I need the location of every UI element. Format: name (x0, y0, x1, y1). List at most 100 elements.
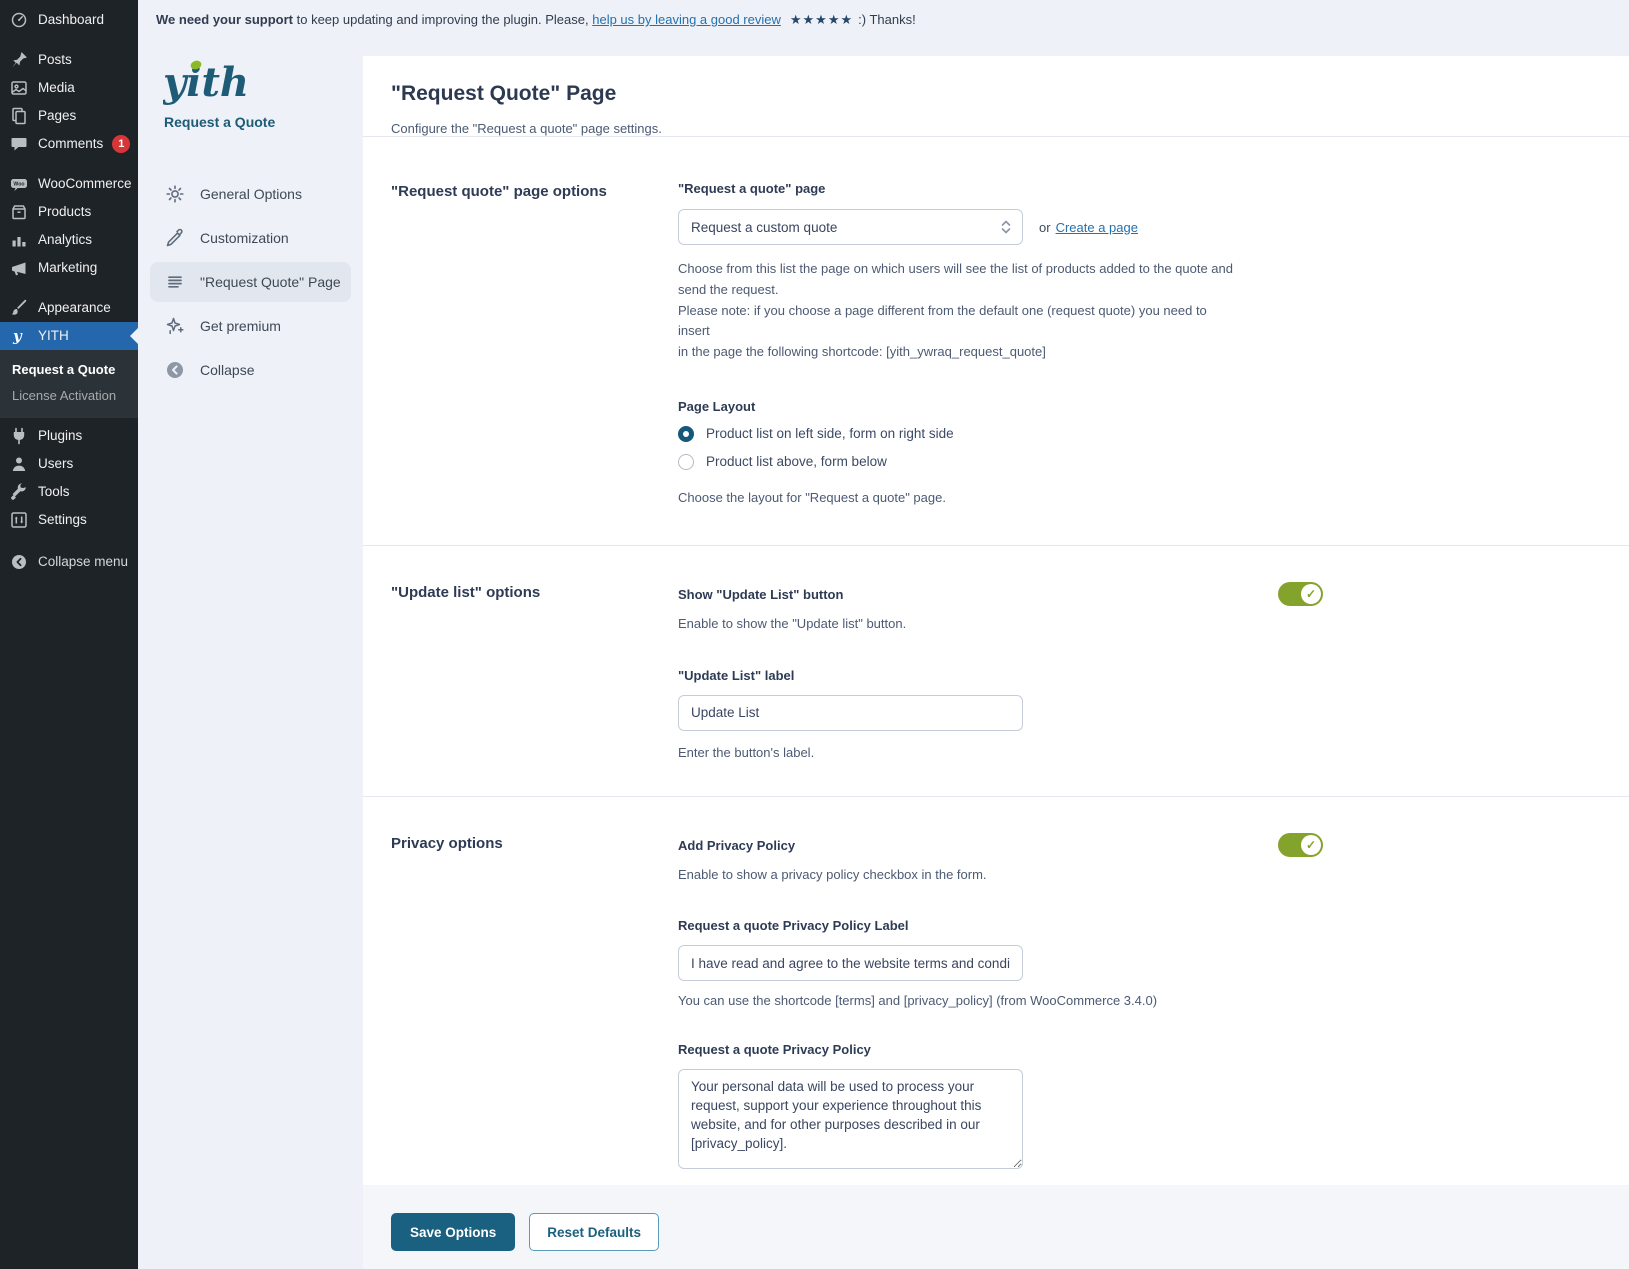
page-select-help-3: in the page the following shortcode: [yi… (678, 344, 1046, 360)
section-label: "Request quote" page options (391, 183, 607, 200)
svg-text:yith: yith (163, 59, 249, 106)
svg-text:Woo: Woo (13, 182, 24, 188)
sidebar-item-label: Analytics (38, 232, 93, 247)
request-quote-page-field-label: "Request a quote" page (678, 181, 826, 196)
page-select-help-2: Please note: if you choose a page differ… (678, 302, 1207, 339)
sidebar-item-woocommerce[interactable]: Woo WooCommerce (0, 170, 138, 198)
svg-text:y: y (12, 327, 23, 345)
media-icon (9, 78, 29, 98)
sidebar-item-label: YITH (38, 328, 69, 343)
toggle-check-icon: ✓ (1301, 835, 1321, 856)
sidebar-item-label: Plugins (38, 428, 83, 443)
sidebar-item-label: Tools (38, 484, 70, 499)
privacy-policy-label-input[interactable] (678, 945, 1023, 982)
notice-body-text: to keep updating and improving the plugi… (296, 12, 589, 27)
sidebar-item-plugins[interactable]: Plugins (0, 422, 138, 450)
five-stars: ★★★★★ (789, 12, 854, 27)
woocommerce-icon: Woo (9, 174, 29, 194)
sidebar-item-settings[interactable]: Settings (0, 506, 138, 534)
comments-count-badge: 1 (112, 135, 131, 153)
section-label: "Update list" options (391, 583, 541, 601)
update-list-label-input[interactable] (678, 694, 1023, 731)
product-box-icon (9, 202, 29, 222)
tab-customization[interactable]: Customization (150, 218, 351, 258)
radio-unselected[interactable] (678, 453, 694, 470)
sidebar-item-label: Appearance (38, 300, 111, 315)
layout-help: Choose the layout for "Request a quote" … (678, 489, 946, 505)
sidebar-item-label: Settings (38, 512, 87, 527)
bar-chart-icon (9, 230, 29, 250)
submenu-item-request-a-quote[interactable]: Request a Quote (12, 362, 116, 377)
yith-submenu: Request a Quote License Activation (0, 350, 138, 418)
page-subtitle: Configure the "Request a quote" page set… (391, 121, 662, 136)
tab-general-options[interactable]: General Options (150, 174, 351, 214)
user-icon (9, 454, 29, 474)
shortcode-help-1: You can use the shortcode [terms] and [p… (678, 993, 1158, 1009)
sidebar-item-marketing[interactable]: Marketing (0, 254, 138, 282)
sidebar-item-media[interactable]: Media (0, 74, 138, 102)
update-list-label-help: Enter the button's label. (678, 744, 815, 760)
wp-admin-sidebar: Dashboard Posts Media Pages Comments 1 W… (0, 0, 138, 1269)
save-options-button[interactable]: Save Options (391, 1213, 516, 1251)
add-privacy-policy-label: Add Privacy Policy (678, 838, 796, 854)
wrench-icon (9, 482, 29, 502)
page-layout-label: Page Layout (678, 398, 756, 414)
collapse-panel-button[interactable]: Collapse (150, 350, 351, 390)
leave-review-link[interactable]: help us by leaving a good review (592, 12, 781, 27)
select-value: Request a custom quote (691, 219, 838, 235)
reset-defaults-button[interactable]: Reset Defaults (529, 1213, 660, 1251)
plug-icon (9, 426, 29, 446)
sidebar-item-dashboard[interactable]: Dashboard (0, 6, 138, 34)
layout-option-left-right[interactable]: Product list on left side, form on right… (678, 425, 1323, 442)
notice-text: We need your support to keep updating an… (156, 12, 916, 28)
collapse-arrow-icon (9, 552, 29, 572)
collapse-circle-icon (164, 359, 186, 381)
request-quote-page-select[interactable]: Request a custom quote (678, 209, 1023, 245)
tab-request-quote-page[interactable]: "Request Quote" Page (150, 262, 351, 302)
submenu-item-license-activation[interactable]: License Activation (12, 388, 117, 403)
eyedropper-icon (164, 227, 186, 249)
create-a-page-link[interactable]: Create a page (1055, 219, 1138, 235)
settings-panel: "Request Quote" Page Configure the "Requ… (363, 56, 1629, 1185)
list-lines-icon (164, 271, 186, 293)
plugin-title: Request a Quote (164, 114, 276, 130)
request-page-options-section: "Request quote" page options "Request a … (363, 181, 1629, 509)
sidebar-item-label: Users (38, 456, 74, 471)
sidebar-item-comments[interactable]: Comments 1 (0, 130, 138, 158)
sidebar-item-analytics[interactable]: Analytics (0, 226, 138, 254)
add-privacy-policy-toggle[interactable]: ✓ (1278, 833, 1323, 858)
privacy-policy-textarea[interactable]: Your personal data will be used to proce… (678, 1068, 1023, 1169)
collapse-menu-button[interactable]: Collapse menu (0, 548, 138, 576)
show-update-list-label: Show "Update List" button (678, 586, 844, 602)
sidebar-item-label: Dashboard (38, 12, 105, 27)
settings-footer: Save Options Reset Defaults (363, 1185, 1629, 1269)
comment-bubble-icon (9, 134, 29, 154)
toggle-check-icon: ✓ (1301, 583, 1321, 604)
tab-label: Get premium (200, 318, 281, 334)
privacy-policy-text-label: Request a quote Privacy Policy (678, 1041, 871, 1057)
add-privacy-policy-help: Enable to show a privacy policy checkbox… (678, 867, 987, 883)
notice-suffix-text: :) Thanks! (858, 12, 916, 27)
sidebar-item-label: Marketing (38, 260, 98, 275)
dashboard-icon (9, 10, 29, 30)
radio-selected[interactable] (678, 425, 694, 442)
sidebar-item-appearance[interactable]: Appearance (0, 294, 138, 322)
show-update-list-toggle[interactable]: ✓ (1278, 581, 1323, 606)
layout-option-above-below[interactable]: Product list above, form below (678, 453, 1323, 470)
update-list-label-field-label: "Update List" label (678, 667, 795, 683)
sidebar-item-label: Products (38, 204, 92, 219)
sidebar-item-label: Comments (38, 136, 104, 151)
sidebar-item-users[interactable]: Users (0, 450, 138, 478)
sidebar-item-products[interactable]: Products (0, 198, 138, 226)
sidebar-item-pages[interactable]: Pages (0, 102, 138, 130)
tab-get-premium[interactable]: Get premium (150, 306, 351, 346)
select-chevrons-icon (1000, 219, 1012, 235)
sidebar-item-tools[interactable]: Tools (0, 478, 138, 506)
sidebar-item-posts[interactable]: Posts (0, 46, 138, 74)
tab-label: "Request Quote" Page (200, 274, 341, 290)
review-notice-bar: We need your support to keep updating an… (138, 0, 1629, 40)
megaphone-icon (9, 258, 29, 278)
sidebar-item-label: Collapse menu (38, 554, 129, 569)
sidebar-item-yith[interactable]: y YITH (0, 322, 138, 350)
gear-icon (164, 183, 186, 205)
